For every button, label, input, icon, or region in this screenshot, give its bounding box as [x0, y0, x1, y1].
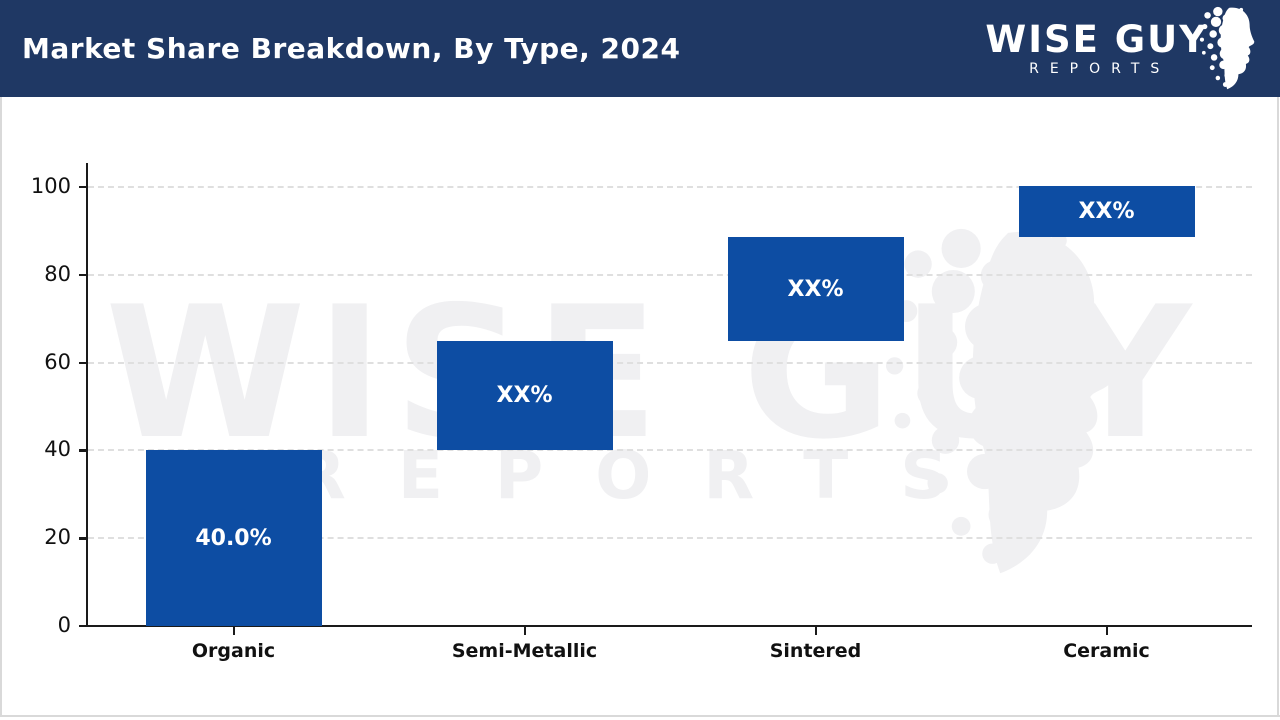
x-tick-mark: [232, 627, 235, 635]
y-tick-mark: [79, 273, 88, 277]
x-tick-label: Semi-Metallic: [451, 640, 598, 662]
x-tick-mark: [1105, 627, 1108, 635]
x-axis: [86, 625, 1252, 628]
bar-value-label: XX%: [496, 383, 553, 409]
y-tick-mark: [79, 186, 88, 189]
gridline: [88, 361, 1252, 364]
y-tick-mark: [79, 625, 88, 628]
x-tick-mark: [523, 627, 526, 635]
y-tick-label: 40: [44, 437, 71, 462]
gridline: [88, 449, 1252, 452]
y-tick-mark: [79, 361, 88, 364]
y-tick-label: 80: [44, 261, 71, 286]
x-tick-label: Sintered: [769, 640, 862, 662]
gridline: [88, 537, 1252, 540]
y-tick-mark: [79, 537, 88, 540]
border-left: [0, 97, 2, 717]
brand-logo: WISE GUY REPORTS: [985, 0, 1266, 97]
border-bottom: [0, 715, 1280, 717]
logo-line2: REPORTS: [1029, 60, 1171, 77]
watermark-head-icon: [862, 225, 1162, 585]
gridline: [88, 186, 1252, 188]
x-tick-label: Organic: [191, 640, 276, 662]
x-tick-label: Ceramic: [1063, 640, 1150, 662]
y-tick-label: 0: [57, 613, 71, 637]
bar-organic: 40.0%: [145, 450, 322, 626]
header-bar: Market Share Breakdown, By Type, 2024 WI…: [0, 0, 1280, 97]
gridline: [88, 273, 1252, 276]
bar-value-label: 40.0%: [195, 525, 272, 551]
y-tick-label: 60: [44, 349, 71, 374]
bar-value-label: XX%: [1078, 199, 1135, 225]
y-tick-label: 20: [44, 525, 71, 550]
y-axis: [86, 163, 89, 627]
logo-line1: WISE GUY: [985, 17, 1208, 61]
chart-title: Market Share Breakdown, By Type, 2024: [22, 32, 681, 65]
border-right: [1277, 97, 1279, 717]
wiseguy-head-icon: [1194, 6, 1266, 92]
chart-area: WISE GUY REPORTS 0 20 40 60 80 100 40.0% Organi…: [0, 97, 1280, 720]
y-tick-label: 100: [30, 174, 71, 198]
bar-semi-metallic: XX%: [436, 340, 613, 451]
logo-wordmark: WISE GUY REPORTS: [985, 21, 1208, 77]
bar-ceramic: XX%: [1018, 185, 1195, 238]
y-tick-mark: [79, 449, 88, 452]
x-tick-mark: [814, 627, 817, 635]
bar-sintered: XX%: [727, 237, 904, 341]
bar-value-label: XX%: [787, 276, 844, 302]
